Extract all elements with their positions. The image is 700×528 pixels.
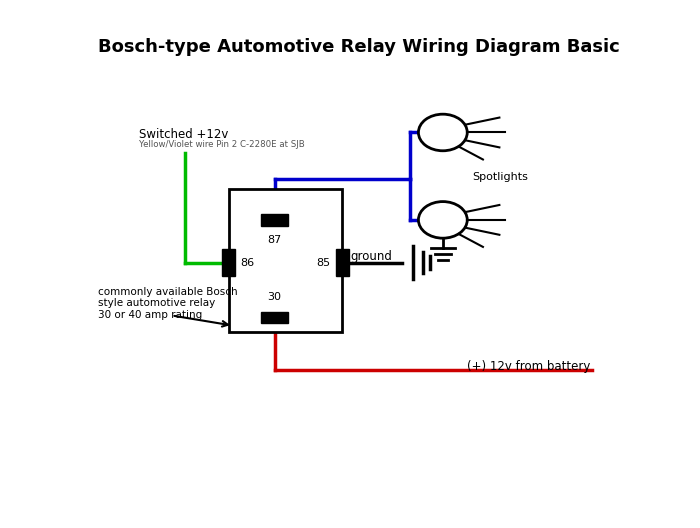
Circle shape <box>419 114 468 151</box>
Text: Spotlights: Spotlights <box>473 172 528 182</box>
Bar <box>228 190 342 332</box>
Circle shape <box>419 202 468 238</box>
Text: 87: 87 <box>267 235 282 246</box>
Bar <box>336 249 349 276</box>
Text: 86: 86 <box>241 258 255 268</box>
Bar <box>261 214 288 225</box>
Text: Yellow/Violet wire Pin 2 C-2280E at SJB: Yellow/Violet wire Pin 2 C-2280E at SJB <box>139 140 304 149</box>
Title: Bosch-type Automotive Relay Wiring Diagram Basic: Bosch-type Automotive Relay Wiring Diagr… <box>98 38 620 56</box>
Text: 30: 30 <box>267 292 281 302</box>
Text: Switched +12v: Switched +12v <box>139 128 228 141</box>
Text: commonly available Bosch
style automotive relay
30 or 40 amp rating: commonly available Bosch style automotiv… <box>98 287 238 320</box>
Text: 85: 85 <box>316 258 330 268</box>
Bar <box>222 249 235 276</box>
Text: (+) 12v from battery: (+) 12v from battery <box>468 360 591 373</box>
Text: ground: ground <box>351 250 393 263</box>
Bar <box>261 312 288 323</box>
